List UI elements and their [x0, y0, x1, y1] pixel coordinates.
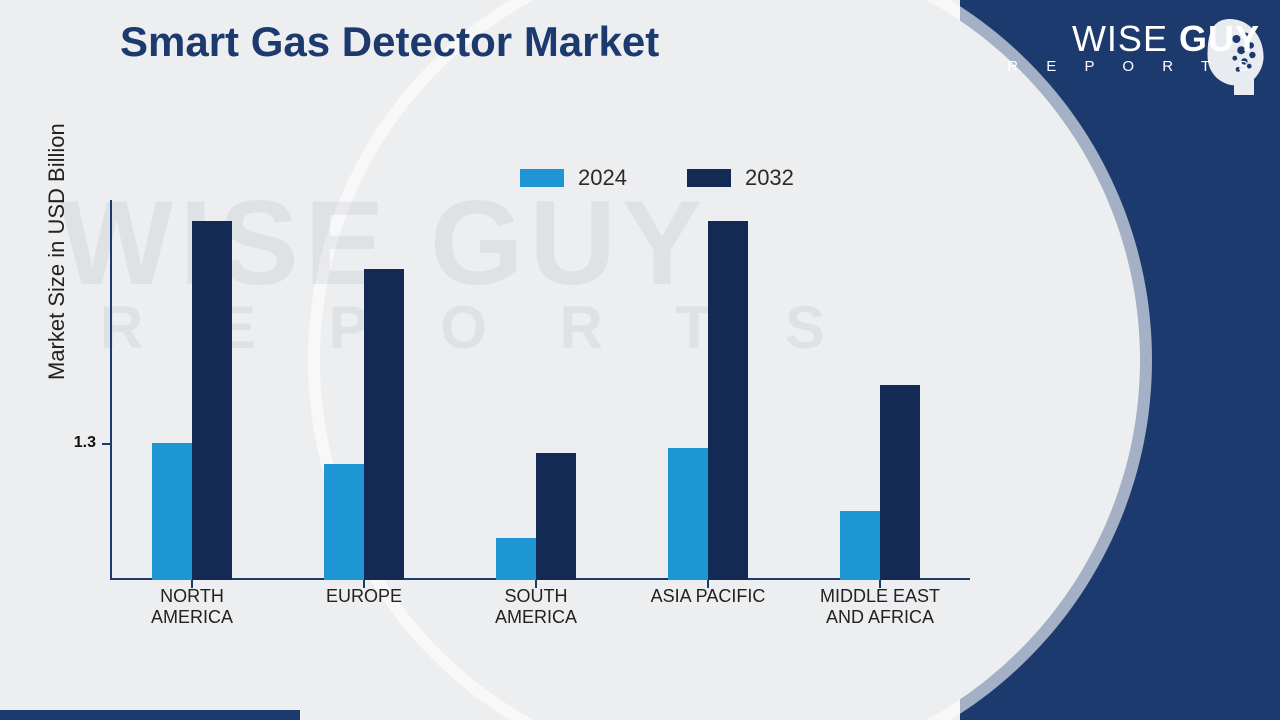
category-label: MIDDLE EAST AND AFRICA — [810, 580, 950, 627]
legend-label: 2032 — [745, 165, 794, 191]
bar — [668, 448, 708, 580]
brand-word-1: WISE — [1072, 18, 1168, 59]
bar — [840, 511, 880, 580]
bar — [496, 538, 536, 580]
bar — [324, 464, 364, 580]
bar — [536, 453, 576, 580]
bar — [192, 221, 232, 580]
bar — [708, 221, 748, 580]
y-axis-label: Market Size in USD Billion — [44, 123, 70, 380]
category-label: EUROPE — [294, 580, 434, 607]
legend-swatch — [687, 169, 731, 187]
brand-logo-text: WISE GUY R E P O R T S — [1007, 18, 1260, 75]
plot-area: 1.3NORTH AMERICAEUROPESOUTH AMERICAASIA … — [110, 200, 970, 580]
brand-subline: R E P O R T S — [1007, 58, 1260, 75]
category-label: SOUTH AMERICA — [466, 580, 606, 627]
legend-item: 2032 — [687, 165, 794, 191]
legend-label: 2024 — [578, 165, 627, 191]
footer-accent-bar — [0, 710, 300, 720]
chart-title: Smart Gas Detector Market — [120, 18, 659, 66]
category-label: ASIA PACIFIC — [638, 580, 778, 607]
brand-word-2: GUY — [1179, 18, 1260, 59]
bar — [880, 385, 920, 580]
y-axis — [110, 200, 112, 580]
legend-swatch — [520, 169, 564, 187]
y-tick-label: 1.3 — [66, 434, 96, 452]
y-tick — [102, 443, 110, 445]
bar — [152, 443, 192, 580]
category-label: NORTH AMERICA — [122, 580, 262, 627]
legend-item: 2024 — [520, 165, 627, 191]
legend: 2024 2032 — [520, 165, 794, 191]
bar — [364, 269, 404, 580]
chart-stage: WISE GUY R E P O R T S Smart Gas Detecto… — [0, 0, 1280, 720]
